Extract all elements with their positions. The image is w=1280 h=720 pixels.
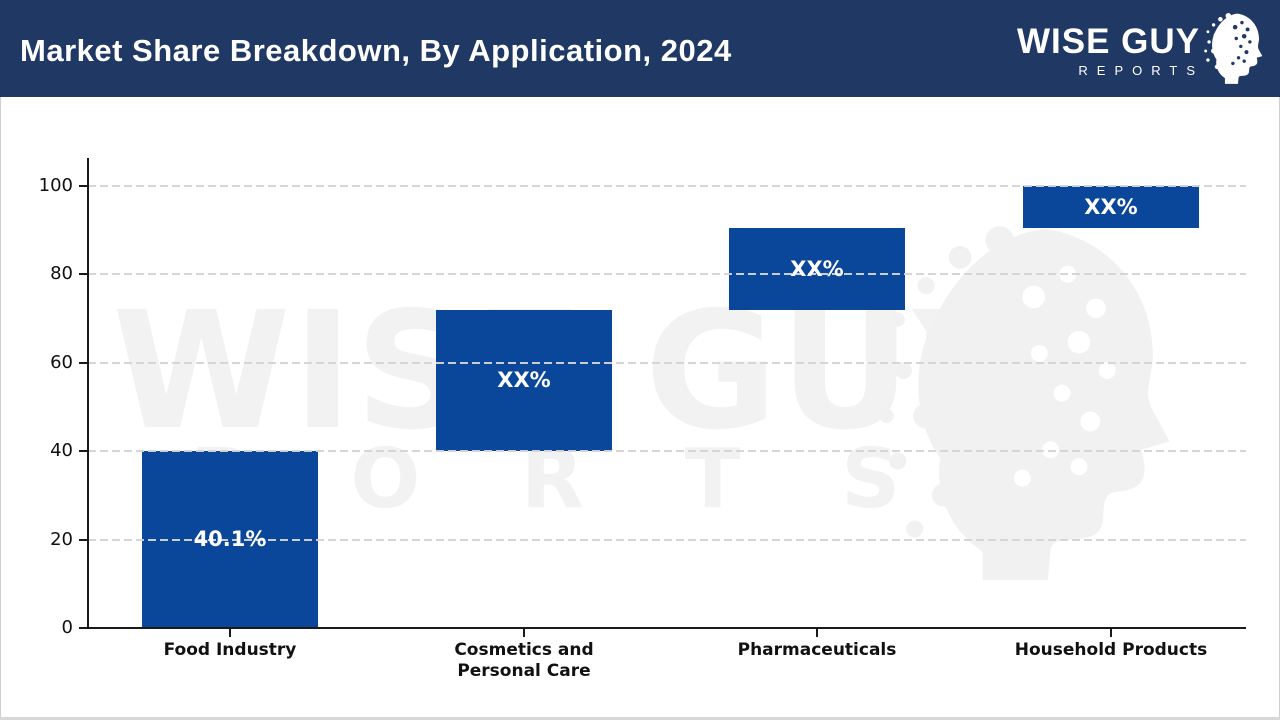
x-category-label: Food Industry	[163, 640, 297, 660]
x-tick-mark	[523, 629, 525, 637]
header-bar: Market Share Breakdown, By Application, …	[0, 0, 1280, 97]
y-tick-label: 40	[50, 440, 73, 462]
chart-title: Market Share Breakdown, By Application, …	[20, 33, 732, 68]
bar-2	[436, 309, 612, 451]
y-tick-mark	[79, 627, 87, 629]
x-tick-mark	[229, 629, 231, 637]
x-tick-mark	[816, 629, 818, 637]
y-tick-label: 80	[50, 263, 73, 285]
left-border	[0, 97, 1, 720]
y-tick-label: 0	[61, 617, 73, 638]
watermark-head-icon	[879, 226, 1170, 580]
gridline-40	[88, 450, 1246, 453]
logo-head-icon	[1204, 13, 1263, 84]
x-tick-mark	[1110, 629, 1112, 637]
bar-value-label: XX%	[790, 256, 844, 281]
x-category-label: Pharmaceuticals	[737, 640, 897, 660]
y-axis-line	[87, 158, 89, 629]
y-tick-label: 60	[50, 351, 73, 373]
x-category-label: Household Products	[1014, 640, 1208, 660]
logo-subtitle: REPORTS	[1078, 63, 1204, 78]
x-category-label: Cosmetics and Personal Care	[454, 640, 594, 681]
bar-value-label: XX%	[1084, 194, 1138, 219]
y-tick-label: 20	[50, 528, 73, 550]
wise-guy-reports-logo: WISE GUY REPORTS	[1016, 0, 1270, 97]
bottom-border	[0, 717, 1280, 720]
gridline-100	[88, 185, 1246, 187]
gridline-20	[88, 538, 1246, 541]
y-tick-mark	[79, 538, 87, 541]
y-tick-label: 100	[38, 175, 73, 196]
gridline-60	[88, 361, 1246, 364]
y-tick-mark	[79, 273, 87, 276]
logo-wordmark: WISE GUY	[1016, 22, 1200, 61]
x-axis-line	[87, 627, 1246, 629]
bar-3	[729, 227, 905, 310]
bar-4	[1023, 186, 1199, 228]
y-tick-mark	[79, 361, 87, 364]
y-tick-mark	[79, 450, 87, 453]
bar-value-label: 40.1%	[193, 527, 267, 552]
y-tick-mark	[79, 185, 87, 187]
bar-value-label: XX%	[497, 368, 551, 393]
gridline-80	[88, 273, 1246, 276]
